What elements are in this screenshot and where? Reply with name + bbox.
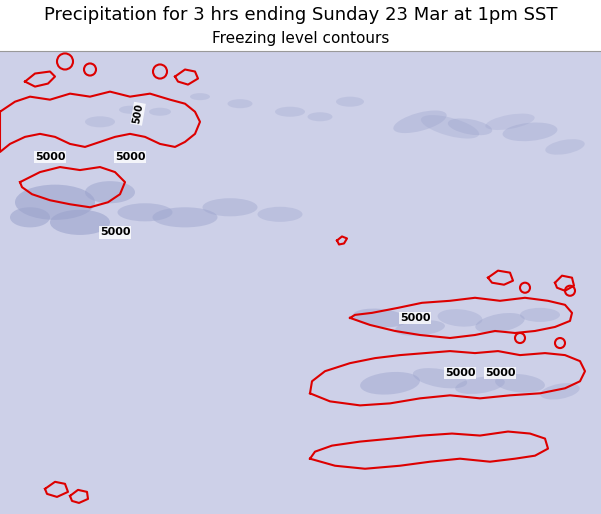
- Ellipse shape: [475, 313, 525, 333]
- Ellipse shape: [540, 383, 580, 399]
- Ellipse shape: [486, 114, 535, 130]
- Text: 500: 500: [131, 103, 145, 124]
- Text: Precipitation for 3 hrs ending Sunday 23 Mar at 1pm SST: Precipitation for 3 hrs ending Sunday 23…: [44, 6, 557, 25]
- Ellipse shape: [308, 112, 332, 121]
- Ellipse shape: [448, 118, 492, 135]
- Ellipse shape: [190, 93, 210, 100]
- Ellipse shape: [149, 108, 171, 116]
- Ellipse shape: [438, 309, 483, 326]
- Ellipse shape: [118, 203, 172, 222]
- Ellipse shape: [203, 198, 257, 216]
- Text: 5000: 5000: [115, 152, 145, 162]
- Ellipse shape: [15, 185, 95, 220]
- Ellipse shape: [119, 106, 141, 114]
- Ellipse shape: [228, 99, 252, 108]
- Ellipse shape: [520, 308, 560, 322]
- Ellipse shape: [50, 210, 110, 235]
- Ellipse shape: [275, 107, 305, 117]
- Text: 5000: 5000: [35, 152, 66, 162]
- Ellipse shape: [85, 181, 135, 203]
- Ellipse shape: [413, 368, 467, 389]
- Ellipse shape: [360, 372, 420, 395]
- Ellipse shape: [455, 377, 505, 394]
- Ellipse shape: [421, 115, 479, 139]
- Text: 5000: 5000: [445, 368, 475, 378]
- Ellipse shape: [395, 320, 445, 336]
- Ellipse shape: [85, 116, 115, 127]
- Ellipse shape: [545, 139, 585, 155]
- Ellipse shape: [495, 374, 545, 393]
- Text: 5000: 5000: [485, 368, 515, 378]
- Text: 5000: 5000: [100, 227, 130, 237]
- Ellipse shape: [257, 207, 302, 222]
- Ellipse shape: [353, 308, 407, 327]
- Ellipse shape: [10, 207, 50, 227]
- Ellipse shape: [336, 97, 364, 107]
- Text: Freezing level contours: Freezing level contours: [212, 31, 389, 46]
- Text: 5000: 5000: [400, 313, 430, 323]
- Ellipse shape: [502, 122, 557, 141]
- Ellipse shape: [393, 111, 447, 133]
- Ellipse shape: [153, 207, 218, 227]
